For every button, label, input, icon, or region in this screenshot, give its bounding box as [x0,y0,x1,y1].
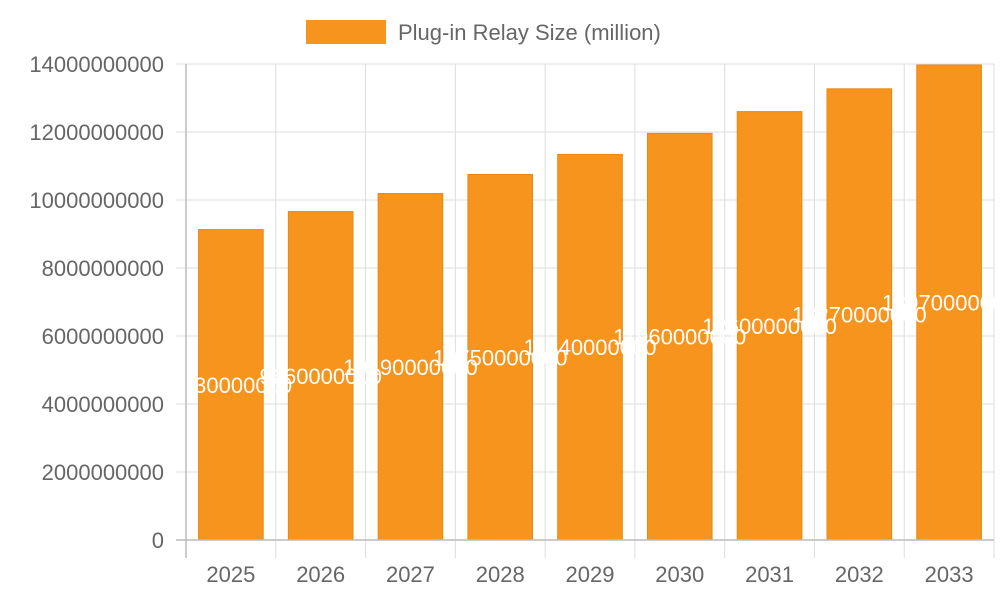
bar[interactable] [646,132,713,541]
bar-value-label: 10750000000 [433,345,568,370]
bar[interactable] [467,174,534,541]
y-tick-label: 2000000000 [42,460,164,485]
y-tick-label: 12000000000 [29,120,164,145]
bar-value-label: 10190000000 [343,355,478,380]
bar[interactable] [736,111,803,541]
y-tick-label: 14000000000 [29,52,164,77]
y-tick-label: 8000000000 [42,256,164,281]
x-axis-tick-labels: 2025 2026 2027 2028 2029 2030 2031 2032 2033 [206,562,973,587]
y-tick-label: 10000000000 [29,188,164,213]
legend-label: Plug-in Relay Size (million) [398,20,661,45]
bar-value-label: 11340000000 [524,335,657,360]
x-tick-label: 2028 [476,562,525,587]
legend-swatch [306,20,386,44]
bars [198,64,982,541]
bar-value-label: 13270000000 [792,302,927,327]
x-tick-label: 2033 [925,562,974,587]
x-tick-label: 2031 [745,562,794,587]
x-tick-label: 2029 [566,562,615,587]
bar[interactable] [198,229,264,541]
y-axis-tick-labels: 0 2000000000 4000000000 6000000000 800000000… [29,52,164,553]
legend[interactable]: Plug-in Relay Size (million) [306,20,661,45]
y-tick-label: 6000000000 [42,324,164,349]
bar-value-label: 9660000000 [259,364,381,389]
data-labels: 9130000000966000000010190000000107500000… [170,291,1000,398]
bar[interactable] [826,88,893,541]
x-tick-label: 2026 [296,562,345,587]
x-tick-label: 2032 [835,562,884,587]
bar[interactable] [287,211,354,541]
bar[interactable] [377,193,444,541]
axes [176,64,994,558]
bar-value-label: 9130000000 [170,373,292,398]
x-tick-label: 2027 [386,562,435,587]
y-tick-label: 0 [152,528,164,553]
bar[interactable] [557,153,623,541]
x-tick-label: 2025 [206,562,255,587]
bar-value-label: 12600000000 [702,314,837,339]
x-tick-label: 2030 [655,562,704,587]
bar-value-label: 11960000000 [613,325,746,350]
y-tick-label: 4000000000 [42,392,164,417]
bar[interactable] [916,64,982,541]
